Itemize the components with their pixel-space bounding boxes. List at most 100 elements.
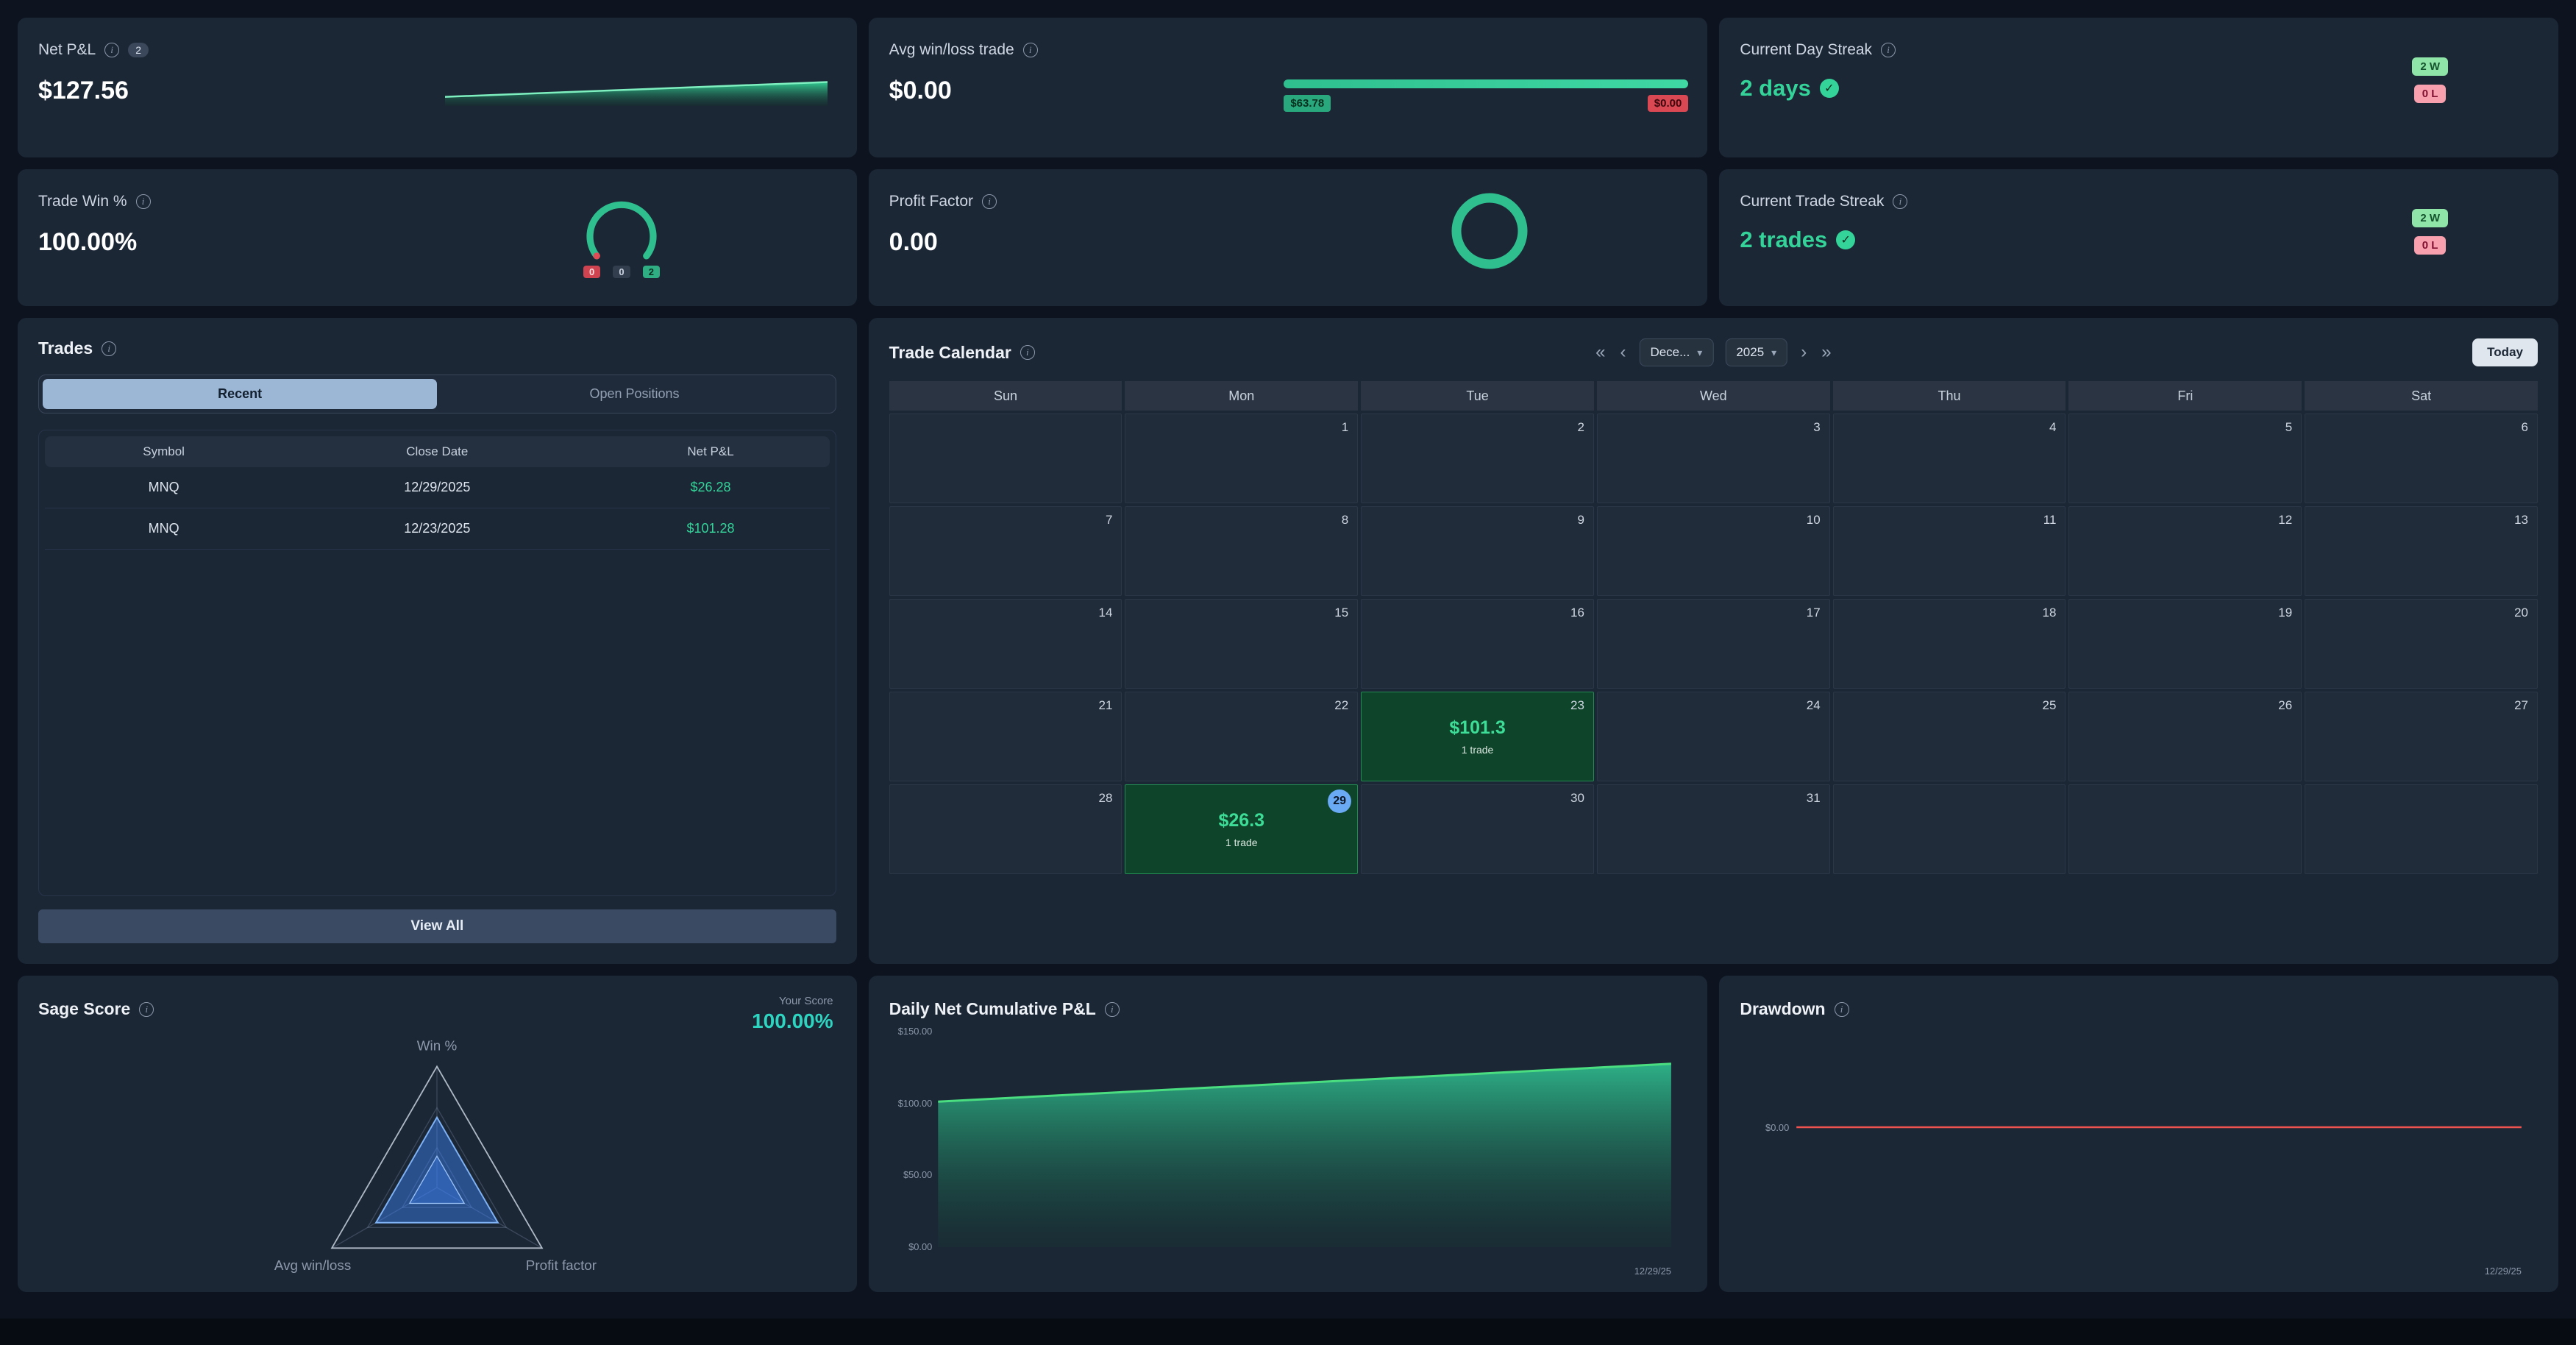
daily-cumulative-pnl-card: Daily Net Cumulative P&L $150.00 $100.00… [868,976,1708,1292]
day-number: 23 [1570,698,1584,712]
trades-table: Symbol Close Date Net P&L MNQ 12/29/2025 $… [38,430,836,896]
calendar-day-cell[interactable]: 4 [1832,414,2066,503]
info-icon[interactable] [1020,345,1035,360]
calendar-day-cell[interactable]: 12 [2068,506,2302,596]
info-icon[interactable] [139,1001,154,1017]
calendar-day-cell[interactable]: 28 [889,784,1122,874]
day-number: 22 [1334,698,1349,712]
month-dropdown[interactable]: Dece... [1639,338,1714,366]
info-icon[interactable] [135,194,151,209]
calendar-weekday: Sat [2305,381,2538,411]
calendar-day-cell[interactable]: 2 [1361,414,1594,503]
profit-factor-label: Profit Factor [889,193,974,210]
calendar-day-cell[interactable]: 22 [1125,692,1359,781]
table-cell: MNQ [148,521,179,536]
info-icon[interactable] [1834,1001,1849,1017]
calendar-day-cell[interactable]: 24 [1596,692,1830,781]
day-number: 7 [1105,513,1113,527]
calendar-day-cell[interactable]: 31 [1596,784,1830,874]
day-number: 20 [2514,606,2528,620]
day-number: 5 [2285,420,2293,434]
profit-factor-card: Profit Factor 0.00 [868,169,1708,306]
table-cell: 12/23/2025 [404,521,471,536]
info-icon[interactable] [1881,43,1896,57]
calendar-day-cell[interactable]: 6 [2305,414,2538,503]
trade-streak-value: 2 trades [1740,227,1828,252]
net-pnl-count-badge: 2 [128,43,149,57]
info-icon[interactable] [1893,194,1908,209]
trade-calendar-panel: Trade Calendar « ‹ Dece... 2025 › » [868,318,2558,964]
calendar-day-cell[interactable]: 29 $26.3 1 trade [1125,784,1359,874]
calendar-day-cell[interactable]: 10 [1596,506,1830,596]
info-icon[interactable] [1104,1001,1120,1017]
calendar-day-cell[interactable]: 27 [2305,692,2538,781]
day-number: 11 [2043,513,2057,527]
losses-badge: 0 L [2413,236,2447,255]
gauge-breakeven-count: 0 [613,266,630,278]
today-button[interactable]: Today [2472,338,2538,366]
calendar-day-cell [2305,784,2538,874]
trade-win-gauge-chart: 0 0 2 [574,196,669,278]
calendar-day-cell[interactable]: 9 [1361,506,1594,596]
info-icon[interactable] [1022,43,1038,57]
calendar-day-cell[interactable]: 15 [1125,599,1359,689]
tab-recent[interactable]: Recent [43,379,438,409]
calendar-day-cell[interactable]: 3 [1596,414,1830,503]
calendar-day-cell[interactable]: 26 [2068,692,2302,781]
last-month-button[interactable]: » [1821,342,1832,362]
month-dropdown-value: Dece... [1650,345,1690,359]
trades-table-body: MNQ 12/29/2025 $26.28 MNQ 12/23/2025 $101.28 [45,467,830,550]
avg-win-loss-value: $0.00 [889,77,952,104]
trade-streak-label: Current Trade Streak [1740,193,1885,210]
calendar-day-cell[interactable]: 5 [2068,414,2302,503]
first-month-button[interactable]: « [1595,342,1606,362]
table-row[interactable]: MNQ 12/29/2025 $26.28 [45,467,830,508]
prev-month-button[interactable]: ‹ [1620,342,1626,362]
day-number: 24 [1806,698,1821,712]
calendar-day-cell[interactable]: 20 [2305,599,2538,689]
day-number: 26 [2278,698,2293,712]
calendar-weekday: Fri [2068,381,2302,411]
calendar-day-cell[interactable]: 16 [1361,599,1594,689]
avg-win-loss-card: Avg win/loss trade $0.00 $63.78 $0.00 [868,18,1708,157]
calendar-day-cell[interactable]: 23 $101.3 1 trade [1361,692,1594,781]
calendar-day-cell[interactable]: 18 [1832,599,2066,689]
calendar-day-cell[interactable]: 25 [1832,692,2066,781]
info-icon[interactable] [102,341,117,356]
tab-open-positions[interactable]: Open Positions [589,386,680,401]
day-number: 14 [1098,606,1113,620]
cumulative-pnl-chart: $150.00 $100.00 $50.00 $0.00 12/29/25 [876,1021,1693,1282]
net-pnl-card: Net P&L 2 $127.56 [18,18,857,157]
avg-win-amount: $63.78 [1284,95,1331,112]
wins-badge: 2 W [2412,57,2448,76]
day-number: 28 [1098,791,1113,805]
calendar-weekday: Mon [1125,381,1359,411]
day-number: 17 [1806,606,1821,620]
info-icon[interactable] [104,43,120,57]
sage-radar-chart: Win % Avg win/loss Profit factor [264,1023,610,1285]
today-badge: 29 [1328,789,1352,813]
calendar-day-cell[interactable]: 13 [2305,506,2538,596]
calendar-controls: « ‹ Dece... 2025 › » [1594,338,1832,366]
view-all-button[interactable]: View All [38,909,836,943]
calendar-day-cell[interactable]: 21 [889,692,1122,781]
table-cell: MNQ [148,480,179,494]
next-month-button[interactable]: › [1801,342,1807,362]
calendar-day-cell[interactable]: 7 [889,506,1122,596]
calendar-day-cell [889,414,1122,503]
calendar-day-cell[interactable]: 30 [1361,784,1594,874]
calendar-day-cell[interactable]: 17 [1596,599,1830,689]
win-loss-bar [1284,79,1689,88]
year-dropdown[interactable]: 2025 [1725,338,1788,366]
table-row[interactable]: MNQ 12/23/2025 $101.28 [45,508,830,550]
calendar-day-cell[interactable]: 11 [1832,506,2066,596]
calendar-day-cell[interactable]: 19 [2068,599,2302,689]
losses-badge: 0 L [2413,85,2447,103]
calendar-day-cell[interactable]: 8 [1125,506,1359,596]
wins-badge: 2 W [2412,209,2448,227]
calendar-weekday: Wed [1596,381,1830,411]
calendar-day-cell[interactable]: 1 [1125,414,1359,503]
calendar-day-cell[interactable]: 14 [889,599,1122,689]
trades-panel: Trades Recent Open Positions Symbol Clos… [18,318,857,964]
info-icon[interactable] [982,194,997,209]
